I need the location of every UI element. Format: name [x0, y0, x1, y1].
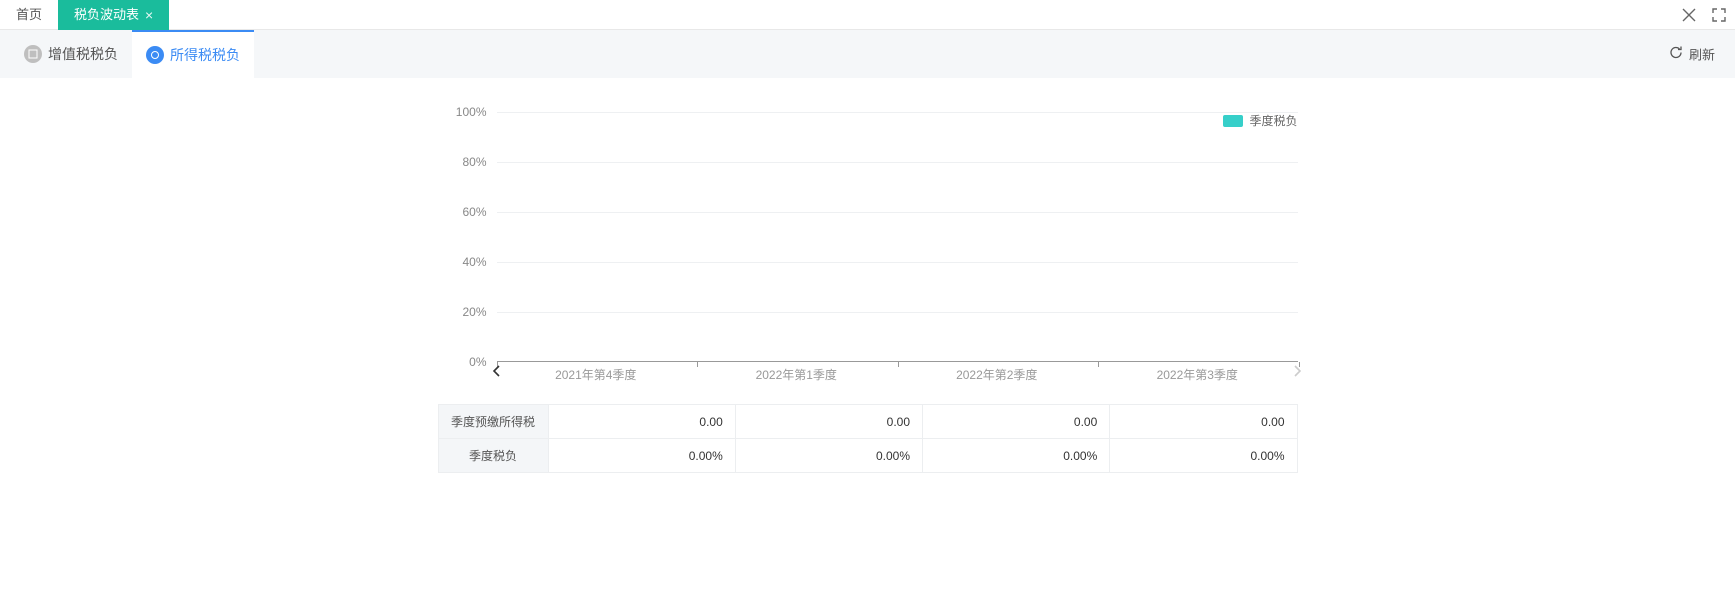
sub-tab-vat-label: 增值税税负: [48, 44, 118, 64]
y-tick-label: 20%: [439, 305, 487, 319]
close-panel-icon[interactable]: [1681, 7, 1697, 23]
table-cell: 0.00: [1110, 405, 1297, 439]
sub-tab-bar: 增值税税负 所得税税负: [10, 30, 254, 78]
data-table: 季度预缴所得税0.000.000.000.00季度税负0.00%0.00%0.0…: [438, 404, 1298, 473]
y-tick-label: 0%: [439, 355, 487, 369]
y-tick-label: 60%: [439, 205, 487, 219]
fullscreen-icon[interactable]: [1711, 7, 1727, 23]
vat-icon: [24, 45, 42, 63]
table-row: 季度税负0.00%0.00%0.00%0.00%: [438, 439, 1297, 473]
table-cell: 0.00: [735, 405, 922, 439]
chart-prev-button[interactable]: [488, 364, 506, 381]
x-tick-label: 2022年第1季度: [756, 366, 837, 383]
x-axis-labels: 2021年第4季度 2022年第1季度 2022年第2季度 2022年第3季度: [496, 362, 1298, 386]
sub-tab-income-tax-label: 所得税税负: [170, 45, 240, 65]
y-tick-label: 40%: [439, 255, 487, 269]
tab-home[interactable]: 首页: [0, 0, 58, 30]
gridline: [497, 162, 1298, 163]
x-tick-label: 2022年第3季度: [1157, 366, 1238, 383]
toolbar: 增值税税负 所得税税负 刷新: [0, 30, 1735, 78]
chart-plot-area: 0%20%40%60%80%100%: [496, 112, 1298, 362]
tab-tax-fluctuation[interactable]: 税负波动表 ×: [58, 0, 169, 30]
gridline: [497, 112, 1298, 113]
y-tick-label: 80%: [439, 155, 487, 169]
content-area: 季度税负 0%20%40%60%80%100% 2021年第4季度2022年第1…: [0, 78, 1735, 473]
refresh-button[interactable]: 刷新: [1669, 45, 1715, 64]
table-row-header: 季度税负: [438, 439, 548, 473]
top-right-controls: [1681, 0, 1727, 30]
table-cell: 0.00: [548, 405, 735, 439]
tab-tax-fluctuation-label: 税负波动表: [74, 0, 139, 30]
table-cell: 0.00%: [548, 439, 735, 473]
table-cell: 0.00%: [923, 439, 1110, 473]
chart-next-button[interactable]: [1288, 364, 1306, 381]
gridline: [497, 312, 1298, 313]
refresh-icon: [1669, 46, 1683, 63]
tab-home-label: 首页: [16, 0, 42, 30]
sub-tab-income-tax[interactable]: 所得税税负: [132, 30, 254, 78]
table-cell: 0.00%: [735, 439, 922, 473]
sub-tab-vat[interactable]: 增值税税负: [10, 30, 132, 78]
table-row: 季度预缴所得税0.000.000.000.00: [438, 405, 1297, 439]
table-row-header: 季度预缴所得税: [438, 405, 548, 439]
table-cell: 0.00%: [1110, 439, 1297, 473]
x-tick-label: 2022年第2季度: [956, 366, 1037, 383]
gridline: [497, 262, 1298, 263]
refresh-label: 刷新: [1689, 45, 1715, 64]
y-tick-label: 100%: [439, 105, 487, 119]
chart-container: 季度税负 0%20%40%60%80%100% 2021年第4季度2022年第1…: [438, 112, 1298, 386]
close-icon[interactable]: ×: [145, 8, 153, 22]
page-tab-bar: 首页 税负波动表 ×: [0, 0, 1735, 30]
x-tick-label: 2021年第4季度: [555, 366, 636, 383]
income-tax-icon: [146, 46, 164, 64]
gridline: [497, 212, 1298, 213]
table-cell: 0.00: [923, 405, 1110, 439]
